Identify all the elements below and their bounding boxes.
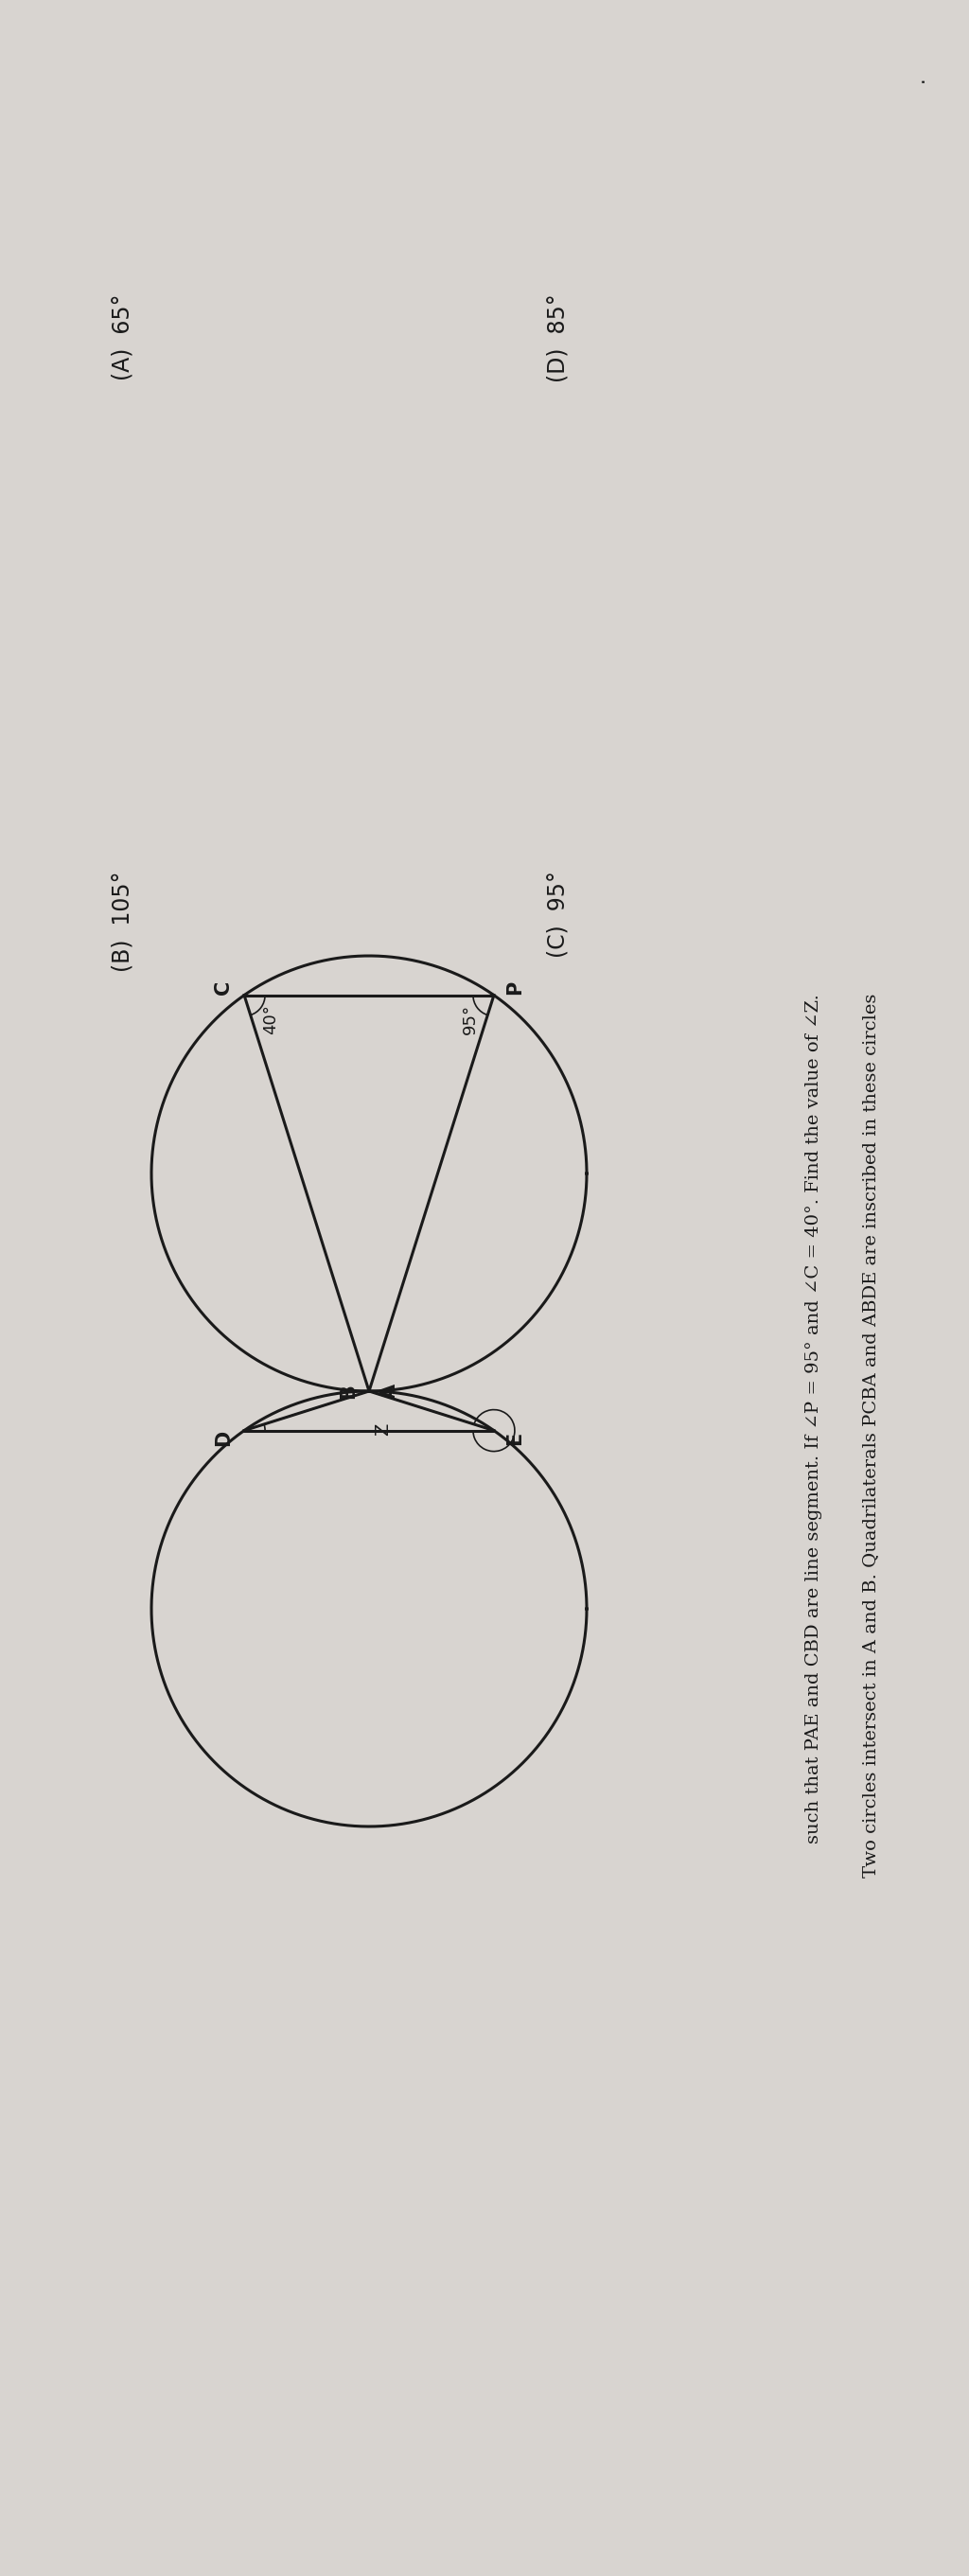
Text: 95°: 95° bbox=[461, 1005, 479, 1033]
Text: such that PAE and CBD are line segment. If ∠P = 95° and ∠C = 40°. Find the value: such that PAE and CBD are line segment. … bbox=[805, 994, 823, 1844]
Text: .: . bbox=[909, 75, 927, 82]
Text: (B)  105°: (B) 105° bbox=[111, 871, 135, 971]
Text: P: P bbox=[505, 981, 524, 994]
Text: 40°: 40° bbox=[263, 1005, 279, 1033]
Text: D: D bbox=[214, 1430, 233, 1445]
Text: Z: Z bbox=[374, 1425, 392, 1435]
Text: (D)  85°: (D) 85° bbox=[547, 294, 570, 381]
Text: C: C bbox=[214, 981, 233, 994]
Text: (C)  95°: (C) 95° bbox=[547, 871, 570, 958]
Text: Two circles intersect in A and B. Quadrilaterals PCBA and ABDE are inscribed in : Two circles intersect in A and B. Quadri… bbox=[862, 994, 879, 1878]
Text: A: A bbox=[381, 1383, 399, 1399]
Text: E: E bbox=[505, 1432, 524, 1445]
Text: B: B bbox=[339, 1383, 358, 1399]
Text: (A)  65°: (A) 65° bbox=[111, 294, 135, 381]
